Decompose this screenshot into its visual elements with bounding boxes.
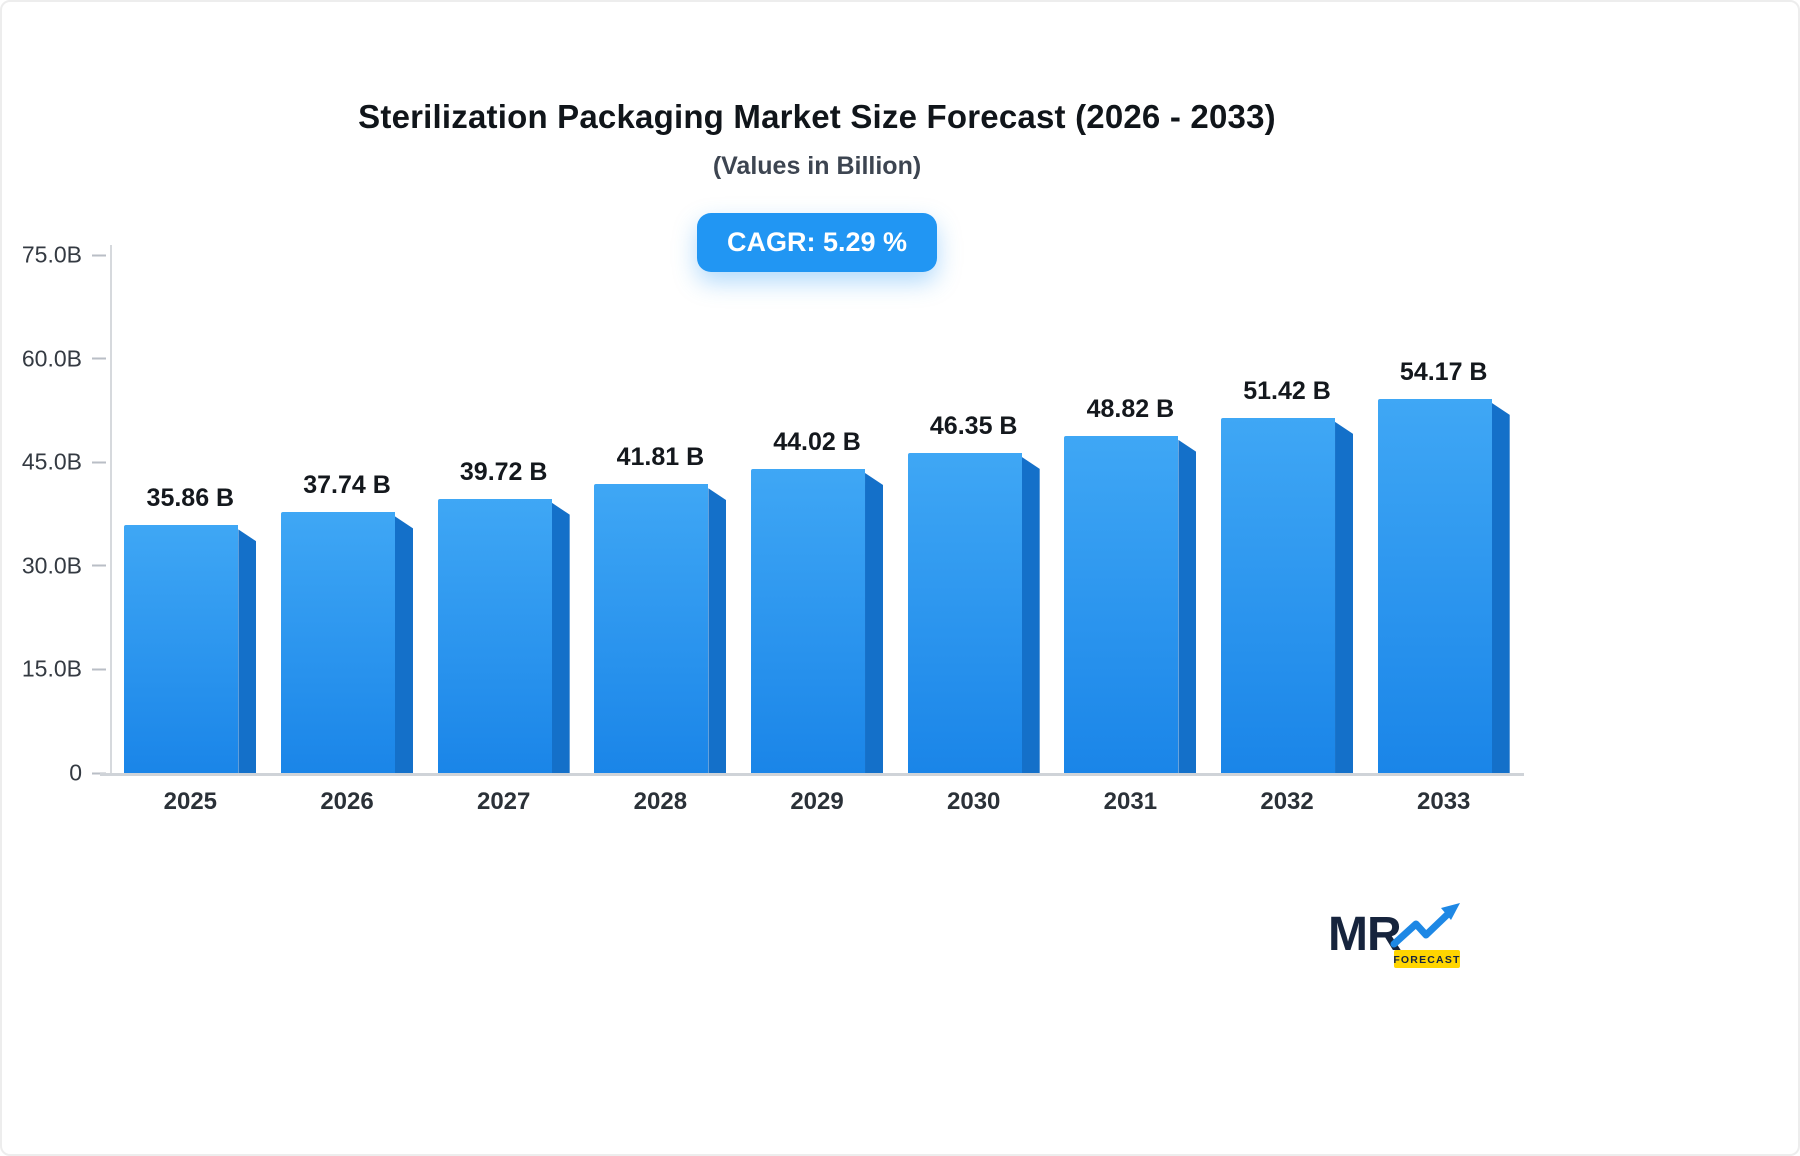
y-axis-line xyxy=(110,245,112,773)
y-axis-tick-label: 30.0B xyxy=(21,552,82,579)
y-axis-tick-label: 60.0B xyxy=(21,345,82,372)
chart-title: Sterilization Packaging Market Size Fore… xyxy=(358,98,1276,135)
bar-value-label: 51.42 B xyxy=(1243,376,1331,405)
plot-area: 35.86 B 37.74 B 39.72 B 41.81 B 44.02 B 46.35… xyxy=(112,255,1522,773)
x-axis-label: 2029 xyxy=(790,788,844,815)
bar-value-label: 48.82 B xyxy=(1086,394,1175,423)
bar-value-label: 44.02 B xyxy=(773,427,861,456)
bar-front xyxy=(1221,417,1336,773)
bar-value-label: 41.81 B xyxy=(616,443,705,472)
bar-slot: 48.82 B xyxy=(1052,255,1209,773)
bar-2026 xyxy=(281,512,413,773)
y-axis-tick-label: 0 xyxy=(69,759,82,786)
bar-side xyxy=(708,488,727,773)
bar-2028 xyxy=(594,484,727,773)
y-axis-tick-label: 75.0B xyxy=(21,241,82,268)
bar-slot: 51.42 B xyxy=(1209,255,1366,773)
y-axis-tick-mark xyxy=(92,772,106,774)
bar-side xyxy=(865,472,884,773)
bar-value-label: 35.86 B xyxy=(146,484,235,513)
bar-2027 xyxy=(437,498,570,773)
x-axis-label: 2026 xyxy=(320,788,374,815)
bar-side xyxy=(238,529,257,773)
x-axis-label: 2030 xyxy=(947,788,1001,815)
x-axis-label: 2027 xyxy=(476,788,531,815)
y-axis-tick-label: 45.0B xyxy=(21,448,82,475)
bar-2030 xyxy=(907,452,1040,773)
y-axis-tick-mark xyxy=(92,254,106,256)
bar-side xyxy=(1178,439,1197,773)
logo-wordmark: MR xyxy=(1328,908,1401,961)
y-axis-tick: 75.0B xyxy=(2,242,106,269)
bar-front xyxy=(907,452,1022,773)
y-axis: 0 15.0B 30.0B 45.0B 60.0B 75.0B xyxy=(2,242,106,786)
bar-front xyxy=(594,484,709,773)
y-axis-tick: 60.0B xyxy=(2,345,106,372)
x-axis-label: 2031 xyxy=(1103,788,1158,815)
bar-slot: 44.02 B xyxy=(739,255,896,773)
bar-front xyxy=(124,525,239,773)
chart-subtitle: (Values in Billion) xyxy=(712,152,922,180)
bar-slot: 41.81 B xyxy=(582,255,739,773)
x-axis-label: 2025 xyxy=(163,788,218,815)
y-axis-tick: 30.0B xyxy=(2,552,106,579)
mrforecast-logo-graphic: MR FORECAST xyxy=(1328,903,1460,968)
bar-2031 xyxy=(1064,435,1197,773)
chart-header: Sterilization Packaging Market Size Fore… xyxy=(112,2,1522,272)
bar-side xyxy=(1335,421,1354,773)
bar-front xyxy=(437,498,552,773)
bar-slot: 39.72 B xyxy=(425,255,582,773)
x-axis-label: 2032 xyxy=(1260,788,1314,815)
x-axis-label: 2028 xyxy=(633,788,688,815)
bar-2032 xyxy=(1221,417,1354,773)
y-axis-tick-mark xyxy=(92,564,106,567)
bar-value-label: 54.17 B xyxy=(1399,357,1488,386)
x-axis-line xyxy=(100,773,1524,776)
bar-side xyxy=(551,502,570,773)
bar-value-label: 39.72 B xyxy=(459,457,548,486)
logo-trend-arrowhead-icon xyxy=(1441,903,1460,920)
bar-side xyxy=(395,516,413,773)
y-axis-tick: 15.0B xyxy=(2,656,106,683)
bar-front xyxy=(1064,435,1179,773)
bar-slot: 54.17 B xyxy=(1365,255,1522,773)
y-axis-tick-label: 15.0B xyxy=(21,655,82,682)
bar-2029 xyxy=(751,468,884,773)
bar-slot: 37.74 B xyxy=(269,255,426,773)
bar-side xyxy=(1021,456,1040,773)
bar-slot: 35.86 B xyxy=(112,255,269,773)
bar-side xyxy=(1491,402,1510,773)
bar-value-label: 46.35 B xyxy=(929,411,1018,440)
logo-tagline-band xyxy=(1394,950,1460,968)
logo-trend-arrow-icon xyxy=(1390,909,1453,948)
bar-2025 xyxy=(124,525,257,773)
bar-value-label: 37.74 B xyxy=(303,471,391,500)
bar-slot: 46.35 B xyxy=(895,255,1052,773)
bar-2033 xyxy=(1377,398,1510,773)
mrforecast-logo: MR FORECAST xyxy=(1328,898,1478,974)
y-axis-tick: 45.0B xyxy=(2,449,106,476)
bar-front xyxy=(751,468,866,773)
y-axis-tick-mark xyxy=(92,357,106,360)
cagr-badge: CAGR: 5.29 % xyxy=(696,213,938,272)
bar-front xyxy=(281,512,395,773)
y-axis-tick-mark xyxy=(92,668,106,671)
y-axis-tick: 0 xyxy=(2,760,106,787)
y-axis-tick-mark xyxy=(92,461,106,464)
bar-front xyxy=(1377,398,1492,773)
logo-tagline: FORECAST xyxy=(1393,954,1460,966)
x-axis-label: 2033 xyxy=(1417,788,1471,815)
x-axis: 2025 2026 2027 2028 2029 2030 2031 2032 2033 xyxy=(112,788,1522,816)
